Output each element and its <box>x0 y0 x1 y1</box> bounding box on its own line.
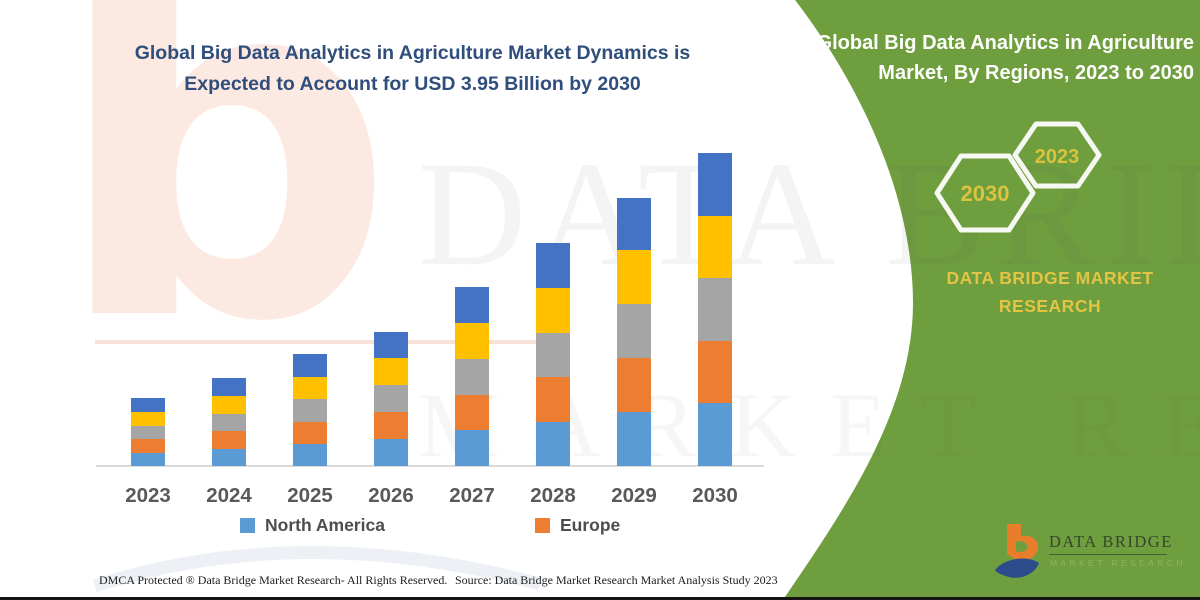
brand-wordmark-line2: RESEARCH <box>998 296 1102 316</box>
page-title-line2: Expected to Account for USD 3.95 Billion… <box>184 73 641 95</box>
bar-segment-2025-unlabeled-region-dark-blue- <box>293 354 327 378</box>
legend-item-europe: Europe <box>535 515 620 536</box>
bar-segment-2025-unlabeled-region-gray- <box>293 399 327 422</box>
x-axis-label-2030: 2030 <box>692 484 738 507</box>
bar-segment-2026-europe <box>374 412 408 440</box>
bottom-border-line <box>0 597 1200 600</box>
bar-segment-2023-unlabeled-region-gray- <box>131 425 165 440</box>
bar-segment-2027-north-america <box>455 430 489 466</box>
brand-wordmark-line1: DATA BRIDGE MARKET <box>946 268 1154 288</box>
bar-2028 <box>536 243 570 466</box>
bar-segment-2028-unlabeled-region-dark-blue- <box>536 243 570 289</box>
legend-label: Europe <box>560 515 621 535</box>
legend-swatch-icon <box>240 518 255 533</box>
bar-2030 <box>698 153 732 466</box>
bar-segment-2023-unlabeled-region-dark-blue- <box>131 398 165 413</box>
bar-segment-2025-north-america <box>293 443 327 466</box>
bar-segment-2027-europe <box>455 394 489 431</box>
bar-segment-2029-unlabeled-region-gray- <box>617 304 651 359</box>
bar-segment-2026-north-america <box>374 439 408 466</box>
side-panel-title-line1: Global Big Data Analytics in Agriculture <box>816 32 1194 54</box>
legend-label: North America <box>265 515 385 535</box>
source-note: Source: Data Bridge Market Research Mark… <box>455 573 778 587</box>
x-axis-label-2027: 2027 <box>449 484 495 507</box>
bar-segment-2026-unlabeled-region-yellow- <box>374 358 408 386</box>
bar-segment-2030-europe <box>698 340 732 404</box>
bar-segment-2023-north-america <box>131 452 165 466</box>
logo-divider <box>1049 554 1167 555</box>
bar-2024 <box>212 378 246 466</box>
logo-name-text: DATA BRIDGE <box>1049 532 1173 551</box>
x-axis-label-2025: 2025 <box>287 484 333 507</box>
bar-segment-2025-europe <box>293 421 327 444</box>
bar-segment-2024-unlabeled-region-yellow- <box>212 396 246 414</box>
bar-segment-2029-north-america <box>617 412 651 466</box>
dmca-notice: DMCA Protected ® Data Bridge Market Rese… <box>99 573 448 587</box>
page-title: Global Big Data Analytics in Agriculture… <box>105 38 720 100</box>
bar-segment-2026-unlabeled-region-dark-blue- <box>374 332 408 359</box>
company-logo: DATA BRIDGE MARKET RESEARCH <box>993 518 1193 590</box>
bar-segment-2029-unlabeled-region-dark-blue- <box>617 198 651 251</box>
x-axis-label-2023: 2023 <box>125 484 171 507</box>
bar-segment-2024-unlabeled-region-dark-blue- <box>212 378 246 397</box>
bar-segment-2030-unlabeled-region-gray- <box>698 278 732 341</box>
bar-segment-2028-north-america <box>536 421 570 466</box>
chart-legend: North America Europe <box>0 515 760 539</box>
x-axis-label-2028: 2028 <box>530 484 576 507</box>
bar-2026 <box>374 332 408 466</box>
brand-wordmark: DATA BRIDGE MARKET RESEARCH <box>900 264 1200 320</box>
data-bridge-logo-icon <box>995 524 1039 578</box>
bar-2027 <box>455 287 489 466</box>
bar-segment-2027-unlabeled-region-yellow- <box>455 323 489 360</box>
bar-segment-2028-unlabeled-region-gray- <box>536 332 570 378</box>
x-axis-label-2029: 2029 <box>611 484 657 507</box>
bar-segment-2030-north-america <box>698 403 732 466</box>
bar-segment-2028-unlabeled-region-yellow- <box>536 288 570 333</box>
bar-segment-2027-unlabeled-region-dark-blue- <box>455 287 489 324</box>
page-title-line1: Global Big Data Analytics in Agriculture… <box>134 42 691 64</box>
x-axis-line <box>96 465 764 467</box>
side-panel-title: Global Big Data Analytics in Agriculture… <box>794 28 1194 88</box>
bar-segment-2029-unlabeled-region-yellow- <box>617 250 651 305</box>
bar-segment-2025-unlabeled-region-yellow- <box>293 377 327 400</box>
bar-segment-2029-europe <box>617 358 651 413</box>
bar-segment-2030-unlabeled-region-dark-blue- <box>698 153 732 216</box>
bar-segment-2026-unlabeled-region-gray- <box>374 385 408 413</box>
logo-subtitle-text: MARKET RESEARCH <box>1050 558 1186 568</box>
legend-swatch-icon <box>535 518 550 533</box>
bar-segment-2030-unlabeled-region-yellow- <box>698 215 732 279</box>
legend-item-north-america: North America <box>240 515 385 536</box>
bar-segment-2024-unlabeled-region-gray- <box>212 413 246 432</box>
bar-segment-2023-europe <box>131 439 165 453</box>
bar-segment-2024-north-america <box>212 448 246 466</box>
bar-segment-2023-unlabeled-region-yellow- <box>131 412 165 426</box>
side-panel-title-line2: Market, By Regions, 2023 to 2030 <box>878 62 1194 84</box>
bar-2025 <box>293 354 327 466</box>
bar-2023 <box>131 398 165 466</box>
x-axis-label-2026: 2026 <box>368 484 414 507</box>
bar-segment-2024-europe <box>212 431 246 449</box>
bar-2029 <box>617 198 651 466</box>
bar-segment-2027-unlabeled-region-gray- <box>455 359 489 395</box>
x-axis-label-2024: 2024 <box>206 484 252 507</box>
bar-segment-2028-europe <box>536 377 570 422</box>
